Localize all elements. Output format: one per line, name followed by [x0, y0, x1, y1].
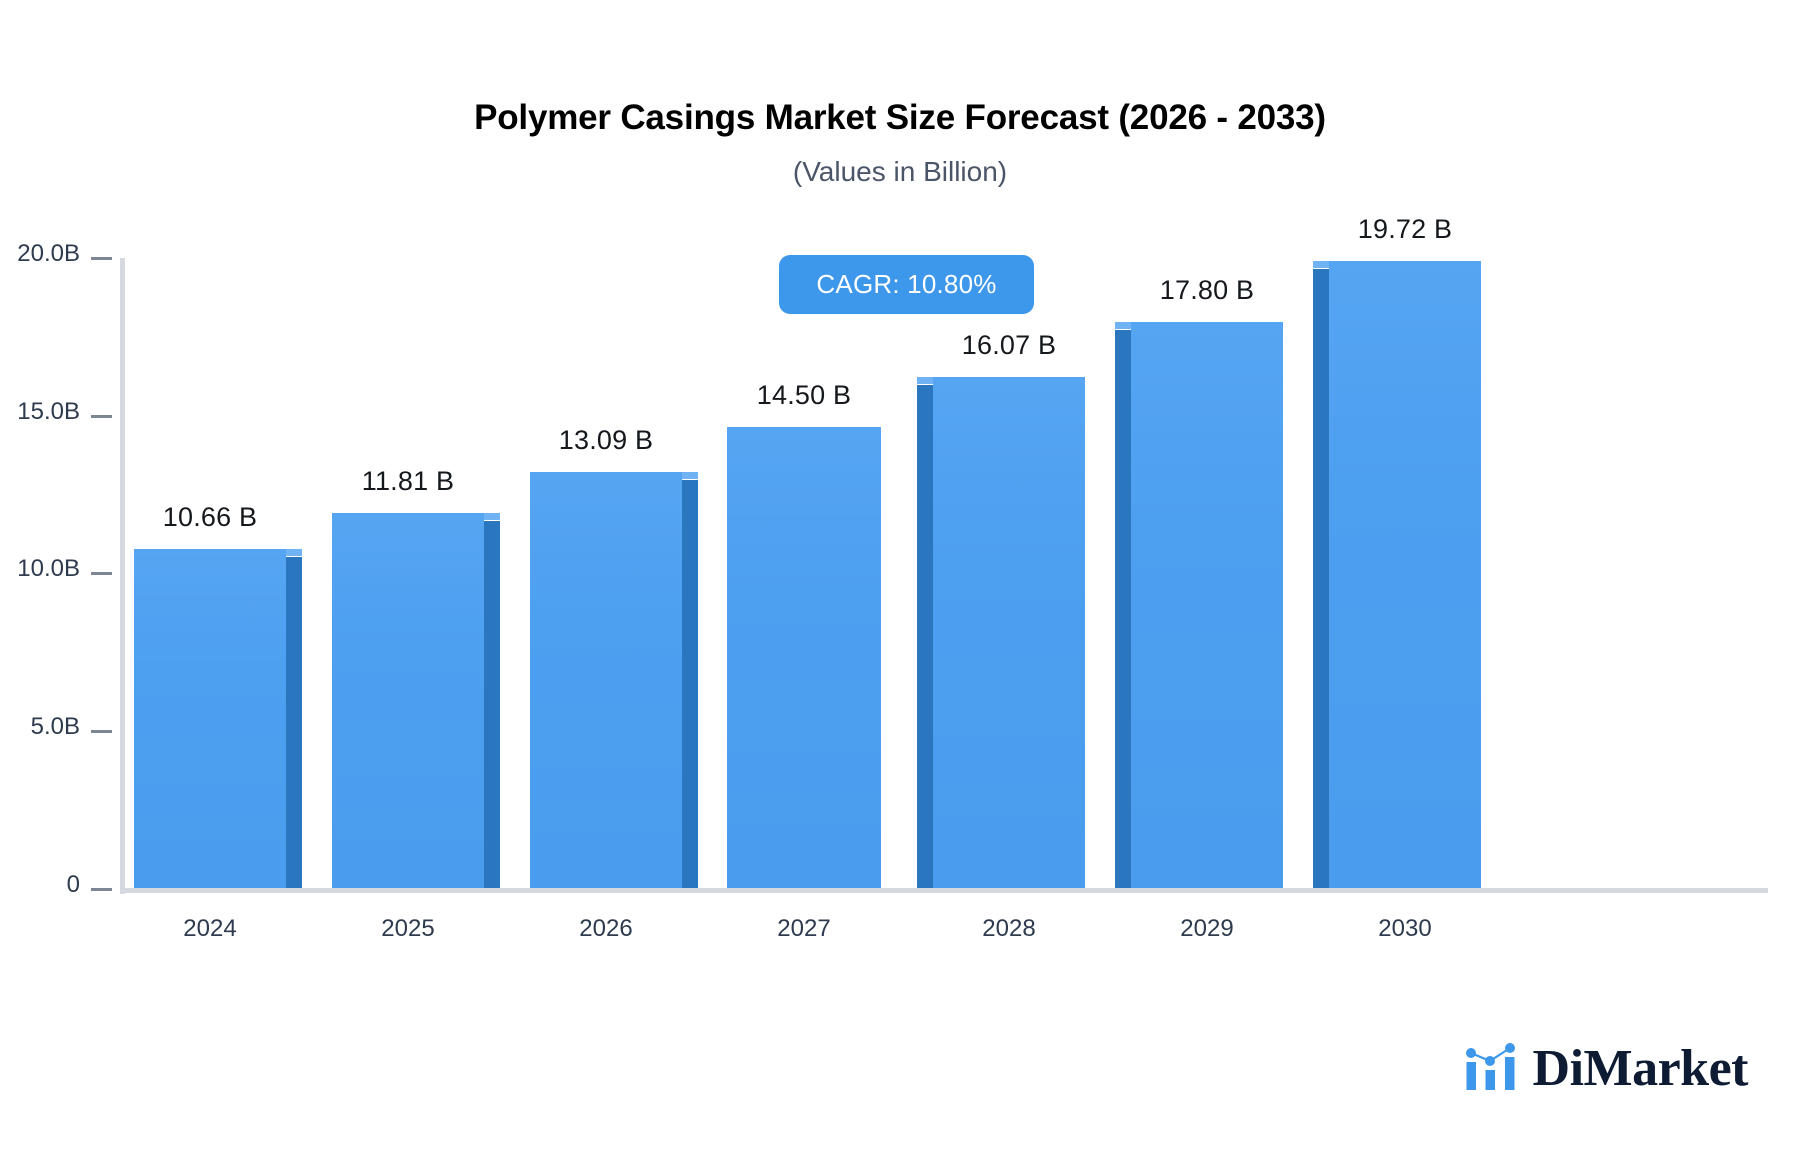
x-axis-label-2024: 2024	[183, 915, 237, 942]
bar-front-face	[1329, 261, 1481, 888]
bar-value-label: 13.09 B	[558, 425, 654, 455]
bar-chart-logo-icon	[1463, 1040, 1519, 1097]
y-axis-tick-mark	[91, 257, 112, 260]
x-axis-label-2025: 2025	[381, 915, 435, 942]
x-axis-line	[120, 888, 1768, 893]
x-axis-label-2029: 2029	[1180, 915, 1234, 942]
bar-2028[interactable]: 16.07 B 2028	[917, 330, 1085, 942]
y-axis-tick-mark	[91, 730, 112, 733]
x-axis-label-2030: 2030	[1378, 915, 1432, 942]
y-axis-tick-20: 20.0B	[0, 240, 120, 267]
bar-value-label: 16.07 B	[961, 330, 1057, 360]
bar-side-face	[1115, 330, 1131, 888]
bar-2024[interactable]: 10.66 B 2024	[134, 502, 302, 942]
bar-value-label: 17.80 B	[1159, 275, 1255, 305]
bar-front-face	[134, 549, 286, 888]
bar-value-label: 10.66 B	[162, 502, 258, 532]
bar-top-face	[682, 472, 698, 479]
y-axis-tick-label: 20.0B	[17, 240, 80, 267]
bar-front-face	[1131, 322, 1283, 888]
bar-top-face	[484, 513, 500, 520]
bar-2030[interactable]: 19.72 B 2030	[1313, 214, 1481, 942]
bar-side-face	[917, 385, 933, 888]
bar-top-face	[1115, 322, 1131, 329]
y-axis-tick-mark	[91, 415, 112, 418]
y-axis-tick-label: 0	[66, 871, 80, 898]
cagr-badge: CAGR: 10.80%	[779, 255, 1034, 314]
bar-2025[interactable]: 11.81 B 2025	[332, 466, 500, 942]
x-axis-label-2027: 2027	[777, 915, 831, 942]
bar-side-face	[286, 557, 302, 888]
y-axis-tick-mark	[91, 572, 112, 575]
bar-front-face	[727, 427, 881, 888]
bar-value-label: 11.81 B	[361, 466, 455, 496]
bar-side-face	[484, 521, 500, 888]
bar-2029[interactable]: 17.80 B 2029	[1115, 275, 1283, 942]
bar-top-face	[286, 549, 302, 556]
brand-logo: DiMarket	[1463, 1039, 1749, 1097]
bar-2026[interactable]: 13.09 B 2026	[530, 425, 698, 942]
x-axis-label-2026: 2026	[579, 915, 633, 942]
bar-value-label: 19.72 B	[1357, 214, 1453, 244]
bar-top-face	[917, 377, 933, 384]
y-axis-tick-label: 10.0B	[17, 555, 80, 582]
y-axis-tick-label: 5.0B	[30, 713, 80, 740]
y-axis-tick-5: 5.0B	[0, 713, 120, 740]
y-axis-tick-0: 0	[0, 871, 120, 898]
y-axis-tick-label: 15.0B	[17, 398, 80, 425]
cagr-badge-label: CAGR: 10.80%	[816, 269, 997, 299]
x-axis-label-2028: 2028	[982, 915, 1036, 942]
y-axis-tick-10: 10.0B	[0, 555, 120, 582]
chart-header: Polymer Casings Market Size Forecast (20…	[0, 0, 1800, 189]
bar-front-face	[332, 513, 484, 888]
bar-value-label: 14.50 B	[756, 380, 852, 410]
y-axis-tick-15: 15.0B	[0, 398, 120, 425]
brand-name: DiMarket	[1532, 1039, 1749, 1097]
bar-front-face	[933, 377, 1085, 888]
bar-side-face	[1313, 269, 1329, 888]
bar-front-face	[530, 472, 682, 888]
y-axis-tick-mark	[91, 888, 112, 891]
chart-title: Polymer Casings Market Size Forecast (20…	[474, 98, 1326, 137]
bar-side-face	[682, 480, 698, 888]
bar-2027[interactable]: 14.50 B 2027	[727, 380, 881, 942]
y-axis-line	[120, 258, 125, 894]
chart-subtitle: (Values in Billion)	[792, 155, 1008, 187]
bar-top-face	[1313, 261, 1329, 268]
